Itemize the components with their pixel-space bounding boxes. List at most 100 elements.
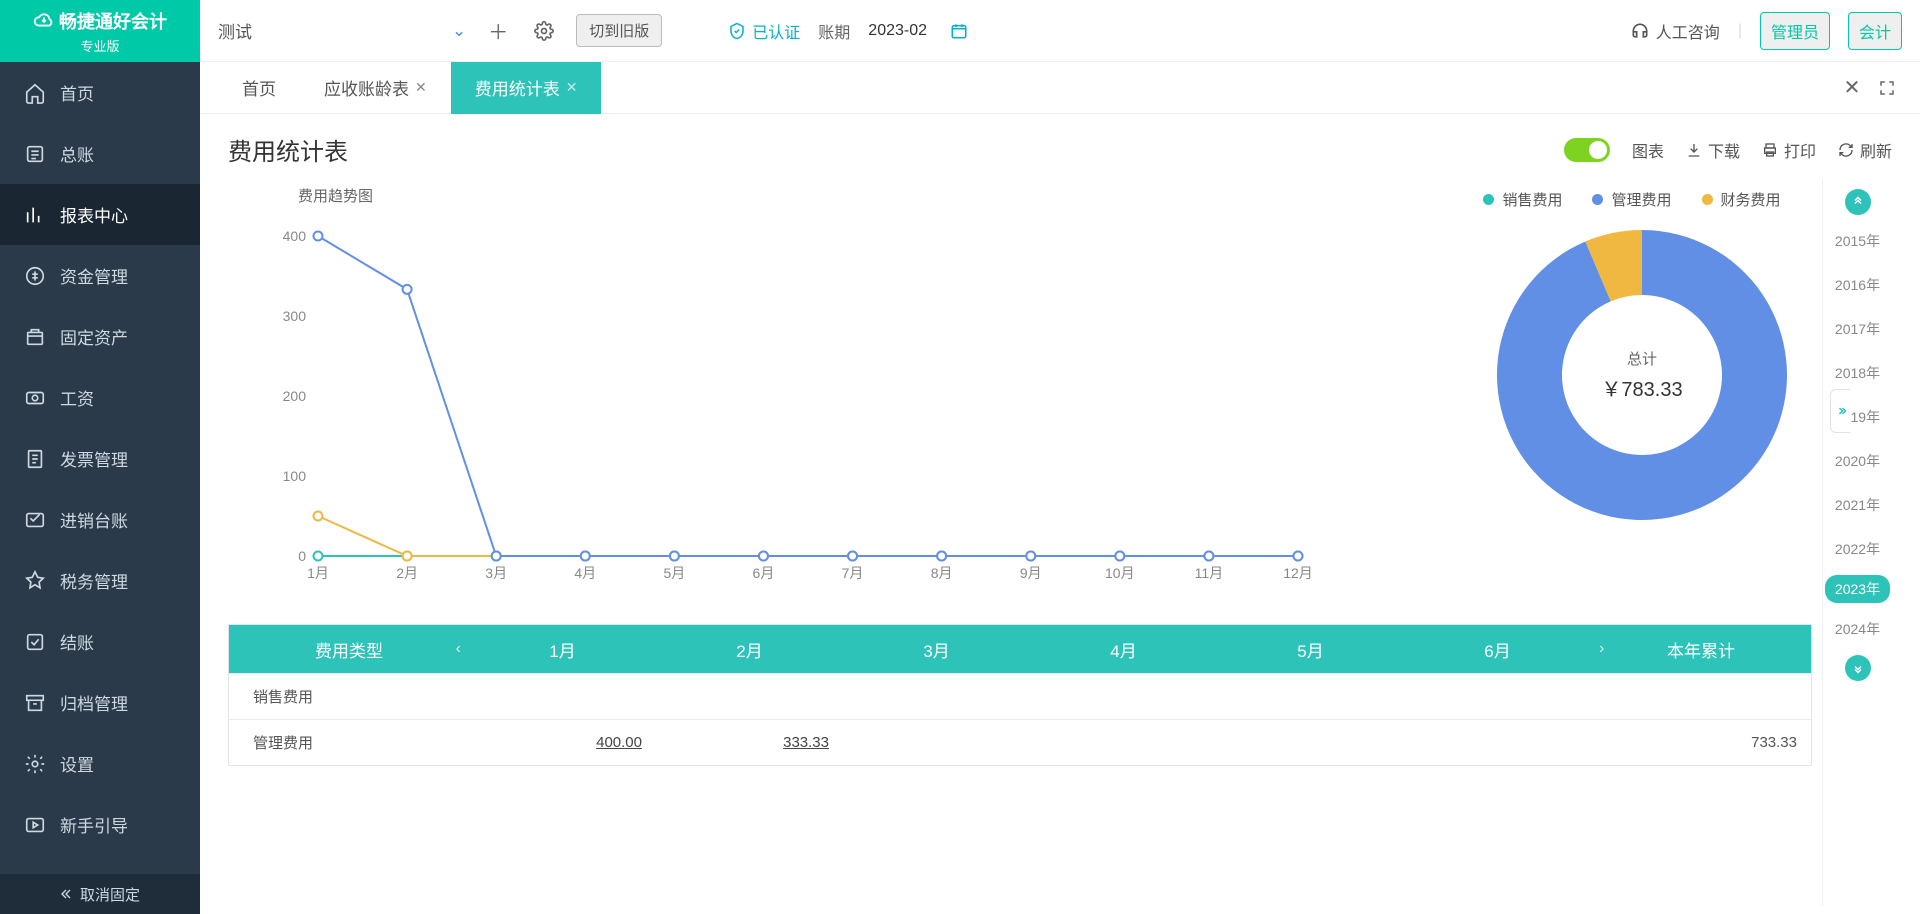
sidebar-item-assets[interactable]: 固定资产 [0,306,200,367]
tab[interactable]: 费用统计表✕ [451,62,602,114]
salary-icon [24,387,46,409]
sidebar-item-label: 发票管理 [60,446,128,471]
content-header: 费用统计表 图表 下载 打印 刷新 [200,114,1920,179]
table-row: 管理费用400.00333.33733.33 [229,719,1811,765]
calendar-button[interactable] [945,17,973,45]
year-option[interactable]: 2018年 [1831,355,1884,391]
cell-value[interactable]: 400.00 [469,734,656,751]
line-chart-card: 费用趋势图 01002003004001月2月3月4月5月6月7月8月9月10月… [228,179,1442,606]
download-button[interactable]: 下载 [1686,138,1740,162]
pin-left-icon [60,886,76,902]
year-option[interactable]: 2022年 [1831,531,1884,567]
refresh-label: 刷新 [1860,138,1892,162]
sidebar-item-label: 结账 [60,629,94,654]
year-option[interactable]: 2024年 [1831,611,1884,647]
line-chart-title: 费用趋势图 [228,179,1442,206]
period-value: 2023-02 [868,22,927,40]
sidebar-item-inout[interactable]: 进销台账 [0,489,200,550]
year-option[interactable]: 2017年 [1831,311,1884,347]
table-prev-button[interactable]: ‹ [456,640,461,658]
sidebar-item-settings[interactable]: 设置 [0,733,200,794]
sidebar-item-tax[interactable]: 税务管理 [0,550,200,611]
donut-chart-card: 销售费用 管理费用 财务费用 总计 ￥783.33 [1472,179,1812,606]
sidebar-item-salary[interactable]: 工资 [0,367,200,428]
close-icon[interactable]: ✕ [415,79,427,96]
year-option[interactable]: 2021年 [1831,487,1884,523]
tab[interactable]: 应收账龄表✕ [300,62,451,114]
th-month: 4月 [1030,637,1217,662]
legend-sales[interactable]: 销售费用 [1483,189,1562,210]
sidebar-item-label: 工资 [60,385,94,410]
year-option[interactable]: 2016年 [1831,267,1884,303]
role-admin-button[interactable]: 管理员 [1760,12,1830,50]
svg-text:8月: 8月 [931,565,953,581]
sidebar-item-label: 进销台账 [60,507,128,532]
sidebar-item-home[interactable]: 首页 [0,62,200,123]
role-accountant-button[interactable]: 会计 [1848,12,1902,50]
unpin-button[interactable]: 取消固定 [0,874,200,914]
table-row: 销售费用 [229,673,1811,719]
expense-table: 费用类型 ‹ 1月2月3月4月5月6月 › 本年累计 销售费用 管理费用400.… [228,624,1812,766]
sidebar-item-guide[interactable]: 新手引导 [0,794,200,855]
svg-text:10月: 10月 [1105,565,1135,581]
refresh-button[interactable]: 刷新 [1838,138,1892,162]
sidebar: 畅捷通好会计 专业版 首页总账报表中心资金管理固定资产工资发票管理进销台账税务管… [0,0,200,914]
svg-text:9月: 9月 [1020,565,1042,581]
account-name: 测试 [218,18,252,43]
download-label: 下载 [1708,138,1740,162]
sidebar-item-ledger[interactable]: 总账 [0,123,200,184]
sidebar-item-label: 资金管理 [60,263,128,288]
years-down-button[interactable] [1845,655,1871,681]
archive-icon [24,692,46,714]
tax-icon [24,570,46,592]
chevron-down-icon: ⌄ [452,21,466,41]
svg-text:6月: 6月 [753,565,775,581]
page-title: 费用统计表 [228,132,348,167]
sidebar-item-close[interactable]: 结账 [0,611,200,672]
cell-value[interactable]: 333.33 [656,734,843,751]
assets-icon [24,326,46,348]
year-option[interactable]: 2015年 [1831,223,1884,259]
close-tab-button[interactable]: ✕ [1832,68,1872,108]
legend-admin[interactable]: 管理费用 [1592,189,1671,210]
fullscreen-button[interactable] [1872,79,1902,97]
fullscreen-icon [1878,79,1896,97]
invoice-icon [24,448,46,470]
svg-text:3月: 3月 [485,565,507,581]
guide-icon [24,814,46,836]
th-total: › 本年累计 [1591,637,1811,662]
close-icon[interactable]: ✕ [566,79,578,96]
svg-text:0: 0 [298,548,306,564]
sidebar-item-funds[interactable]: 资金管理 [0,245,200,306]
donut-center-label: 总计 [1601,348,1682,369]
year-option[interactable]: 2020年 [1831,443,1884,479]
add-button[interactable]: ＋ [484,17,512,45]
print-icon [1762,142,1778,158]
funds-icon [24,265,46,287]
tab[interactable]: 首页 [218,62,300,114]
legend-finance[interactable]: 财务费用 [1702,189,1781,210]
chart-toggle[interactable] [1564,138,1610,162]
consult-label: 人工咨询 [1656,19,1720,43]
sidebar-item-invoice[interactable]: 发票管理 [0,428,200,489]
topbar: 测试 ⌄ ＋ 切到旧版 已认证 账期 2023-02 人工咨询 | [200,0,1920,62]
expand-panel-button[interactable] [1830,389,1850,433]
print-label: 打印 [1784,138,1816,162]
years-up-button[interactable] [1845,189,1871,215]
sidebar-item-archive[interactable]: 归档管理 [0,672,200,733]
settings-icon[interactable] [530,17,558,45]
main: 测试 ⌄ ＋ 切到旧版 已认证 账期 2023-02 人工咨询 | [200,0,1920,914]
ledger-icon [24,143,46,165]
svg-text:5月: 5月 [663,565,685,581]
consult-button[interactable]: 人工咨询 [1630,19,1720,43]
account-selector[interactable]: 测试 ⌄ [218,18,466,43]
legend-finance-label: 财务费用 [1721,189,1781,210]
svg-text:100: 100 [283,468,307,484]
th-month: 6月 [1404,637,1591,662]
sidebar-item-report[interactable]: 报表中心 [0,184,200,245]
year-option[interactable]: 2023年 [1825,575,1890,603]
switch-old-button[interactable]: 切到旧版 [576,14,662,47]
line-chart: 01002003004001月2月3月4月5月6月7月8月9月10月11月12月 [228,206,1318,606]
table-next-button[interactable]: › [1599,640,1604,658]
print-button[interactable]: 打印 [1762,138,1816,162]
